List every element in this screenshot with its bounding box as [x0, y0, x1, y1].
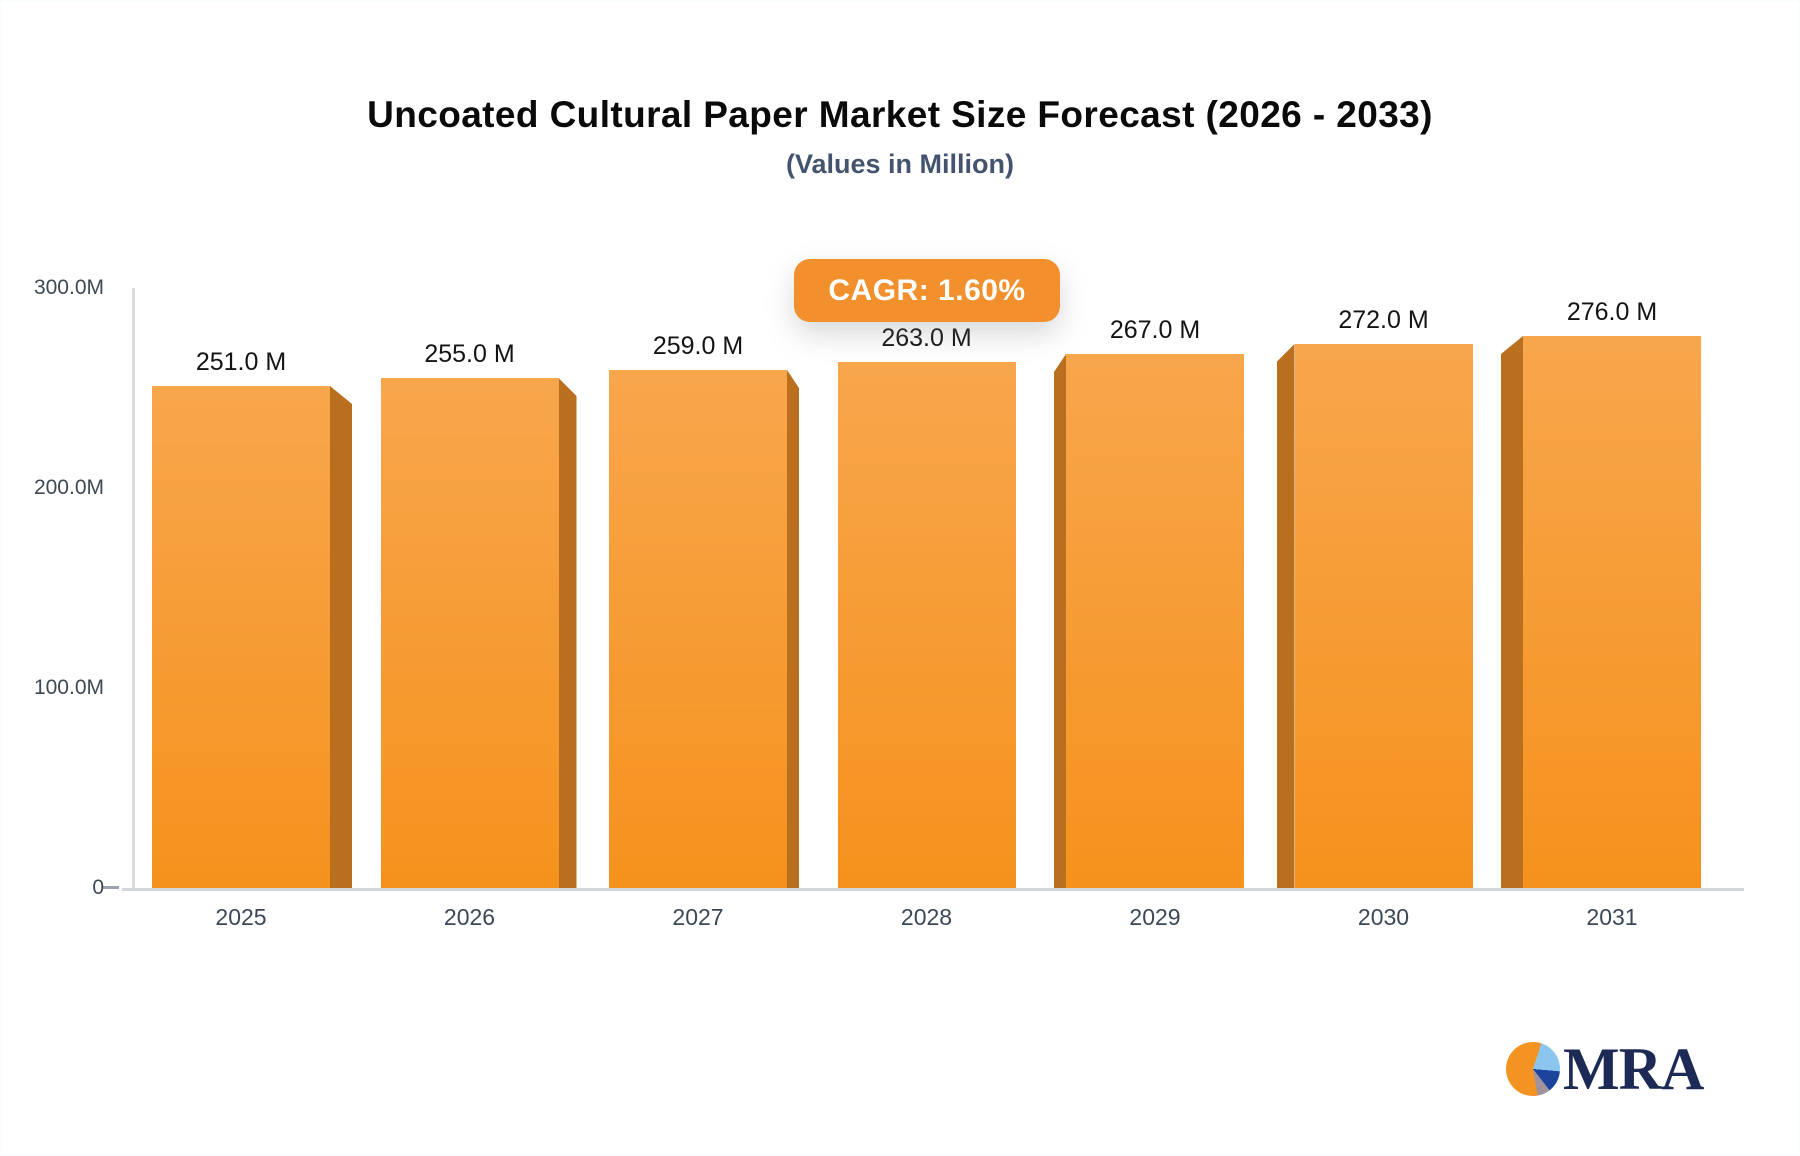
y-axis-line: [132, 288, 135, 888]
x-axis-label-2026: 2026: [443, 904, 496, 930]
bar-2030[interactable]: 272.0 M 2030: [1276, 306, 1473, 930]
x-axis-label-2029: 2029: [1129, 904, 1181, 930]
cagr-badge: CAGR: 1.60%: [794, 259, 1060, 322]
bar-side-face: [330, 386, 352, 888]
brand-text: MRA: [1563, 1036, 1704, 1102]
bar-value-label: 267.0 M: [1109, 316, 1201, 344]
bar-front-face: 276.0 M 2031: [1523, 298, 1701, 930]
page-subtitle: (Values in Million): [785, 149, 1015, 179]
pie-chart-icon: [1506, 1042, 1560, 1096]
bar-side-face: [1276, 344, 1295, 888]
bar-2029[interactable]: 267.0 M 2029: [1054, 316, 1244, 930]
bar-front-face: 255.0 M 2026: [380, 340, 559, 930]
y-axis-label-100.0M: 100.0M: [33, 676, 104, 699]
x-axis-label-2025: 2025: [215, 904, 267, 930]
bar-side-face: [1054, 354, 1066, 888]
bar-value-label: 259.0 M: [652, 332, 744, 360]
bar-side-face: [558, 378, 577, 888]
x-axis-line: [122, 888, 1744, 891]
bar-front-face: 263.0 M 2028: [837, 324, 1016, 930]
bar-value-label: 255.0 M: [424, 340, 515, 368]
zero-tick-mark: [102, 886, 119, 889]
bar-side-face: [1501, 336, 1523, 888]
bar-front-face: 259.0 M 2027: [609, 332, 787, 930]
x-axis-label-2030: 2030: [1357, 904, 1410, 930]
x-axis-label-2028: 2028: [900, 904, 953, 930]
page-title: Uncoated Cultural Paper Market Size Fore…: [367, 94, 1433, 135]
bar-2031[interactable]: 276.0 M 2031: [1501, 298, 1701, 930]
bar-front-face: 251.0 M 2025: [152, 348, 330, 930]
bar-value-label: 272.0 M: [1338, 306, 1429, 334]
x-axis-label-2031: 2031: [1586, 904, 1638, 930]
bar-side-face: [787, 370, 799, 888]
bar-2027[interactable]: 259.0 M 2027: [609, 332, 799, 930]
y-axis-label-300.0M: 300.0M: [33, 276, 104, 299]
bar-value-label: 263.0 M: [881, 324, 972, 352]
bar-2028[interactable]: 263.0 M 2028: [837, 324, 1016, 930]
bar-value-label: 276.0 M: [1566, 298, 1658, 326]
bar-front-face: 267.0 M 2029: [1066, 316, 1244, 930]
bar-2026[interactable]: 255.0 M 2026: [380, 340, 577, 930]
bar-value-label: 251.0 M: [195, 348, 287, 376]
brand-logo: MRA: [1506, 1036, 1704, 1102]
bar-2025[interactable]: 251.0 M 2025: [152, 348, 352, 930]
y-axis-label-0: 0: [92, 876, 104, 899]
x-axis-label-2027: 2027: [672, 904, 724, 930]
y-axis-label-200.0M: 200.0M: [33, 476, 104, 499]
bar-front-face: 272.0 M 2030: [1294, 306, 1473, 930]
